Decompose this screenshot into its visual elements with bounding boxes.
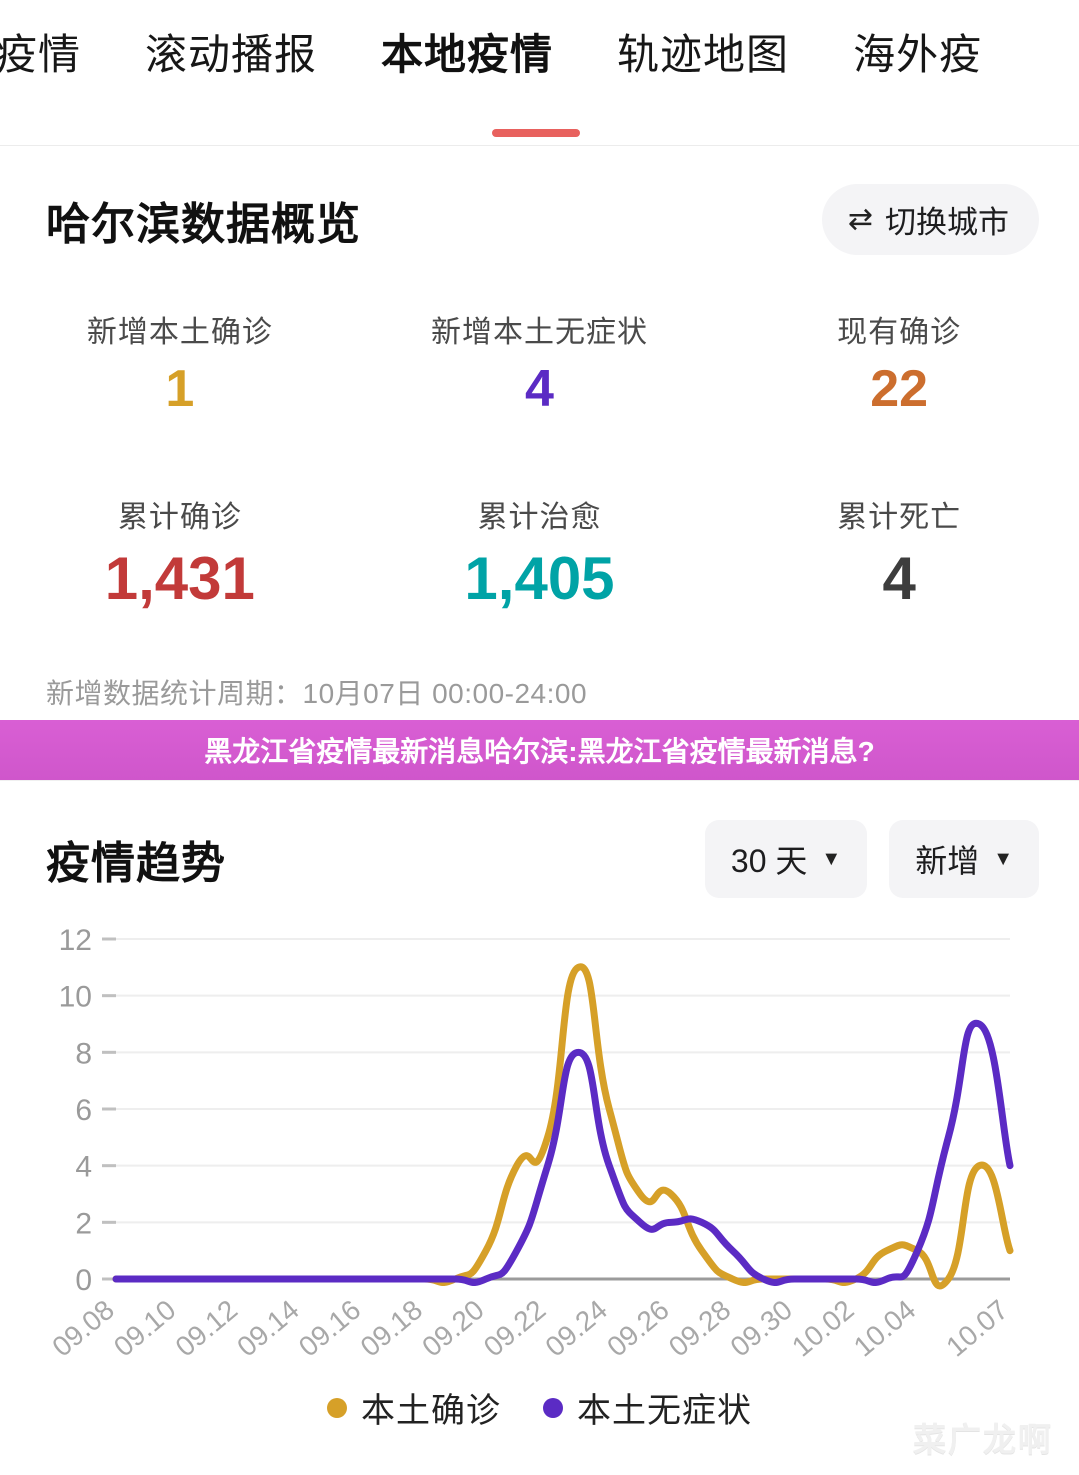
legend-label: 本土确诊 bbox=[361, 1392, 501, 1430]
switch-city-button[interactable]: ⇄ 切换城市 bbox=[821, 184, 1039, 255]
stats-row-cumulative: 累计确诊 1,431 累计治愈 1,405 累计死亡 4 bbox=[0, 484, 1079, 612]
x-axis-label: 09.24 bbox=[539, 1294, 613, 1363]
stat-value: 4 bbox=[882, 545, 916, 613]
chevron-down-icon: ▼ bbox=[993, 848, 1013, 870]
stat-label: 新增本土确诊 bbox=[86, 316, 273, 349]
x-axis-label: 10.04 bbox=[848, 1294, 922, 1363]
stat-current-confirmed: 现有确诊 22 bbox=[719, 299, 1079, 418]
y-axis-label: 12 bbox=[59, 924, 92, 957]
legend-label: 本土无症状 bbox=[577, 1392, 752, 1430]
stat-label: 新增本土无症状 bbox=[430, 316, 648, 349]
x-axis-label: 09.08 bbox=[46, 1294, 120, 1363]
x-axis-label: 09.22 bbox=[478, 1294, 552, 1363]
swap-icon: ⇄ bbox=[847, 202, 873, 236]
stat-total-deaths: 累计死亡 4 bbox=[719, 484, 1079, 612]
legend-item-asymptomatic[interactable]: 本土无症状 bbox=[543, 1383, 752, 1432]
x-axis-label: 09.12 bbox=[170, 1294, 244, 1363]
stat-new-local-asymptomatic: 新增本土无症状 4 bbox=[360, 299, 720, 418]
stat-value: 22 bbox=[870, 360, 929, 418]
trend-chart-svg: 02468101209.0809.1009.1209.1409.1609.180… bbox=[46, 924, 1014, 1363]
x-axis-label: 09.26 bbox=[601, 1294, 675, 1363]
top-nav: 国疫情 滚动播报 本地疫情 轨迹地图 海外疫 bbox=[0, 0, 1079, 146]
x-axis-label: 09.20 bbox=[416, 1294, 490, 1363]
stat-new-local-confirmed: 新增本土确诊 1 bbox=[0, 299, 360, 418]
x-axis-label: 09.18 bbox=[355, 1294, 429, 1363]
chart-series-line-confirmed bbox=[112, 963, 1014, 1290]
range-dropdown-label: 30 天 bbox=[730, 843, 808, 879]
stat-label: 累计确诊 bbox=[117, 501, 242, 535]
y-axis-label: 4 bbox=[75, 1151, 92, 1184]
stat-total-confirmed: 累计确诊 1,431 bbox=[0, 484, 360, 612]
chevron-down-icon: ▼ bbox=[821, 848, 842, 870]
stats-row-new: 新增本土确诊 1 新增本土无症状 4 现有确诊 22 bbox=[0, 299, 1079, 418]
overview-title: 哈尔滨数据概览 bbox=[46, 199, 361, 249]
chart-series-line-asymptomatic bbox=[112, 1019, 1014, 1286]
x-axis-label: 10.07 bbox=[940, 1294, 1014, 1363]
y-axis-label: 8 bbox=[75, 1037, 92, 1070]
stat-value: 1 bbox=[165, 360, 195, 418]
metric-dropdown[interactable]: 新增 ▼ bbox=[889, 820, 1039, 898]
y-axis-label: 0 bbox=[75, 1264, 92, 1297]
tab-rolling-broadcast[interactable]: 滚动播报 bbox=[145, 31, 318, 78]
metric-dropdown-label: 新增 bbox=[915, 843, 980, 879]
tab-overseas-epidemic[interactable]: 海外疫 bbox=[853, 31, 983, 78]
trend-header: 疫情趋势 30 天 ▼ 新增 ▼ bbox=[0, 811, 1079, 907]
stat-total-recovered: 累计治愈 1,405 bbox=[360, 484, 720, 612]
tab-national-epidemic[interactable]: 国疫情 bbox=[0, 31, 82, 78]
x-axis-label: 09.10 bbox=[108, 1294, 182, 1363]
trend-chart: 0 2 4 6 8 10 12 09.08 09.10 09.12 09.14 09.16 09.18 0… bbox=[0, 911, 1079, 1381]
stat-value: 1,431 bbox=[104, 545, 255, 613]
x-axis-label: 09.28 bbox=[663, 1294, 737, 1363]
legend-color-dot bbox=[543, 1397, 563, 1418]
tab-track-map[interactable]: 轨迹地图 bbox=[617, 31, 790, 78]
x-axis-label: 09.30 bbox=[724, 1294, 798, 1363]
stat-value: 4 bbox=[525, 360, 554, 418]
range-dropdown[interactable]: 30 天 ▼ bbox=[704, 820, 868, 898]
tab-local-epidemic[interactable]: 本地疫情 bbox=[381, 31, 554, 78]
city-overview-card: 哈尔滨数据概览 ⇄ 切换城市 新增本土确诊 1 新增本土无症状 4 现有确诊 2… bbox=[0, 146, 1079, 720]
x-axis-label: 10.02 bbox=[786, 1294, 860, 1363]
promo-banner-text: 黑龙江省疫情最新消息哈尔滨:黑龙江省疫情最新消息? bbox=[204, 736, 875, 767]
x-axis-label: 09.16 bbox=[293, 1294, 367, 1363]
chart-legend: 本土确诊 本土无症状 bbox=[0, 1383, 1079, 1432]
overview-header: 哈尔滨数据概览 ⇄ 切换城市 bbox=[0, 184, 1079, 255]
y-axis-label: 6 bbox=[75, 1094, 92, 1127]
trend-title: 疫情趋势 bbox=[46, 839, 226, 888]
stat-label: 累计治愈 bbox=[477, 501, 602, 535]
statistics-period-note: 新增数据统计周期：10月07日 00:00-24:00 bbox=[46, 678, 588, 709]
x-axis-label: 09.14 bbox=[231, 1294, 305, 1363]
legend-color-dot bbox=[327, 1397, 347, 1418]
trend-card: 疫情趋势 30 天 ▼ 新增 ▼ 0 2 4 6 8 10 12 09.08 09.10 09.1… bbox=[0, 780, 1079, 1475]
legend-item-confirmed[interactable]: 本土确诊 bbox=[327, 1383, 501, 1432]
stat-value: 1,405 bbox=[464, 545, 615, 613]
stat-label: 现有确诊 bbox=[837, 316, 962, 349]
switch-city-label: 切换城市 bbox=[885, 205, 1009, 240]
nav-tab-list: 国疫情 滚动播报 本地疫情 轨迹地图 海外疫 bbox=[0, 0, 986, 110]
y-axis-label: 10 bbox=[59, 981, 92, 1014]
promo-banner: 黑龙江省疫情最新消息哈尔滨:黑龙江省疫情最新消息? bbox=[0, 720, 1079, 780]
stat-label: 累计死亡 bbox=[837, 501, 962, 535]
y-axis-label: 2 bbox=[75, 1207, 92, 1240]
active-tab-indicator bbox=[492, 129, 580, 137]
